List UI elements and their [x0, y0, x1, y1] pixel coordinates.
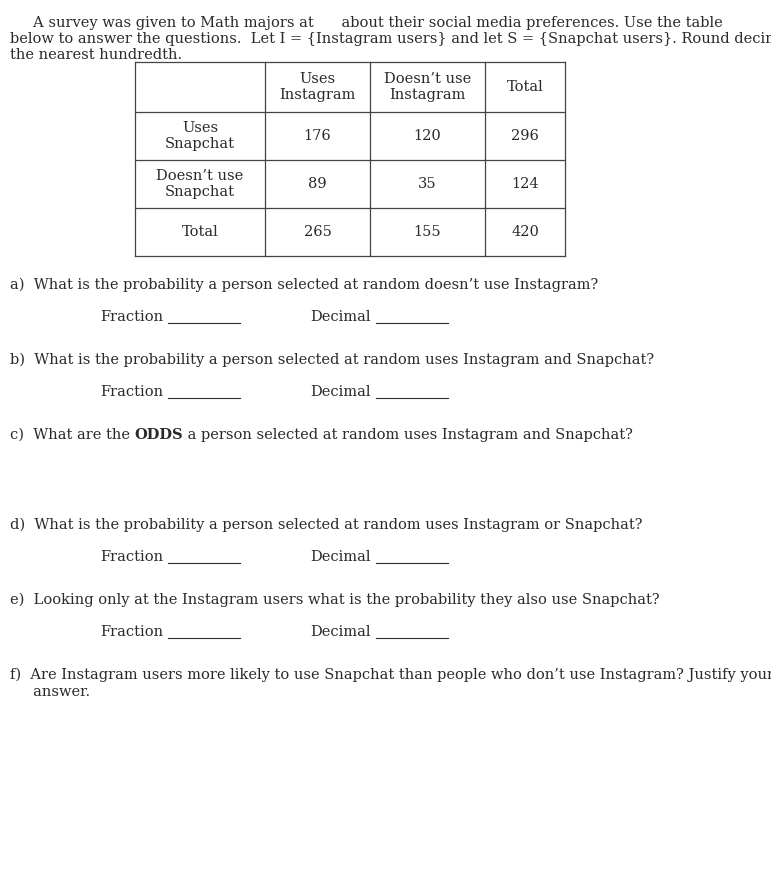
Text: 89: 89 — [308, 177, 327, 191]
Text: d)  What is the probability a person selected at random uses Instagram or Snapch: d) What is the probability a person sele… — [10, 518, 642, 532]
Text: a person selected at random uses Instagram and Snapchat?: a person selected at random uses Instagr… — [183, 428, 633, 442]
Text: Fraction: Fraction — [100, 385, 163, 399]
Text: 155: 155 — [414, 225, 441, 239]
Text: 120: 120 — [413, 129, 441, 143]
Text: A survey was given to Math majors at      about their social media preferences. : A survey was given to Math majors at abo… — [10, 16, 722, 30]
Text: ODDS: ODDS — [135, 428, 183, 442]
Text: f)  Are Instagram users more likely to use Snapchat than people who don’t use In: f) Are Instagram users more likely to us… — [10, 668, 771, 698]
Text: the nearest hundredth.: the nearest hundredth. — [10, 48, 182, 62]
Text: Total: Total — [182, 225, 218, 239]
Text: 296: 296 — [511, 129, 539, 143]
Text: Decimal: Decimal — [310, 625, 371, 639]
Text: 124: 124 — [511, 177, 539, 191]
Text: c)  What are the: c) What are the — [10, 428, 135, 442]
Text: b)  What is the probability a person selected at random uses Instagram and Snapc: b) What is the probability a person sele… — [10, 353, 654, 367]
Text: Decimal: Decimal — [310, 310, 371, 324]
Text: Doesn’t use
Instagram: Doesn’t use Instagram — [384, 72, 471, 102]
Text: Uses
Instagram: Uses Instagram — [279, 72, 355, 102]
Text: 420: 420 — [511, 225, 539, 239]
Text: Fraction: Fraction — [100, 625, 163, 639]
Text: Doesn’t use
Snapchat: Doesn’t use Snapchat — [157, 169, 244, 200]
Text: Fraction: Fraction — [100, 550, 163, 564]
Text: Decimal: Decimal — [310, 550, 371, 564]
Text: below to answer the questions.  Let I = {Instagram users} and let S = {Snapchat : below to answer the questions. Let I = {… — [10, 32, 771, 46]
Text: 176: 176 — [304, 129, 332, 143]
Text: Decimal: Decimal — [310, 385, 371, 399]
Text: Fraction: Fraction — [100, 310, 163, 324]
Text: a)  What is the probability a person selected at random doesn’t use Instagram?: a) What is the probability a person sele… — [10, 278, 598, 292]
Text: Uses
Snapchat: Uses Snapchat — [165, 121, 235, 151]
Text: Total: Total — [507, 80, 544, 94]
Text: e)  Looking only at the Instagram users what is the probability they also use Sn: e) Looking only at the Instagram users w… — [10, 593, 660, 607]
Text: 265: 265 — [304, 225, 332, 239]
Text: 35: 35 — [418, 177, 437, 191]
